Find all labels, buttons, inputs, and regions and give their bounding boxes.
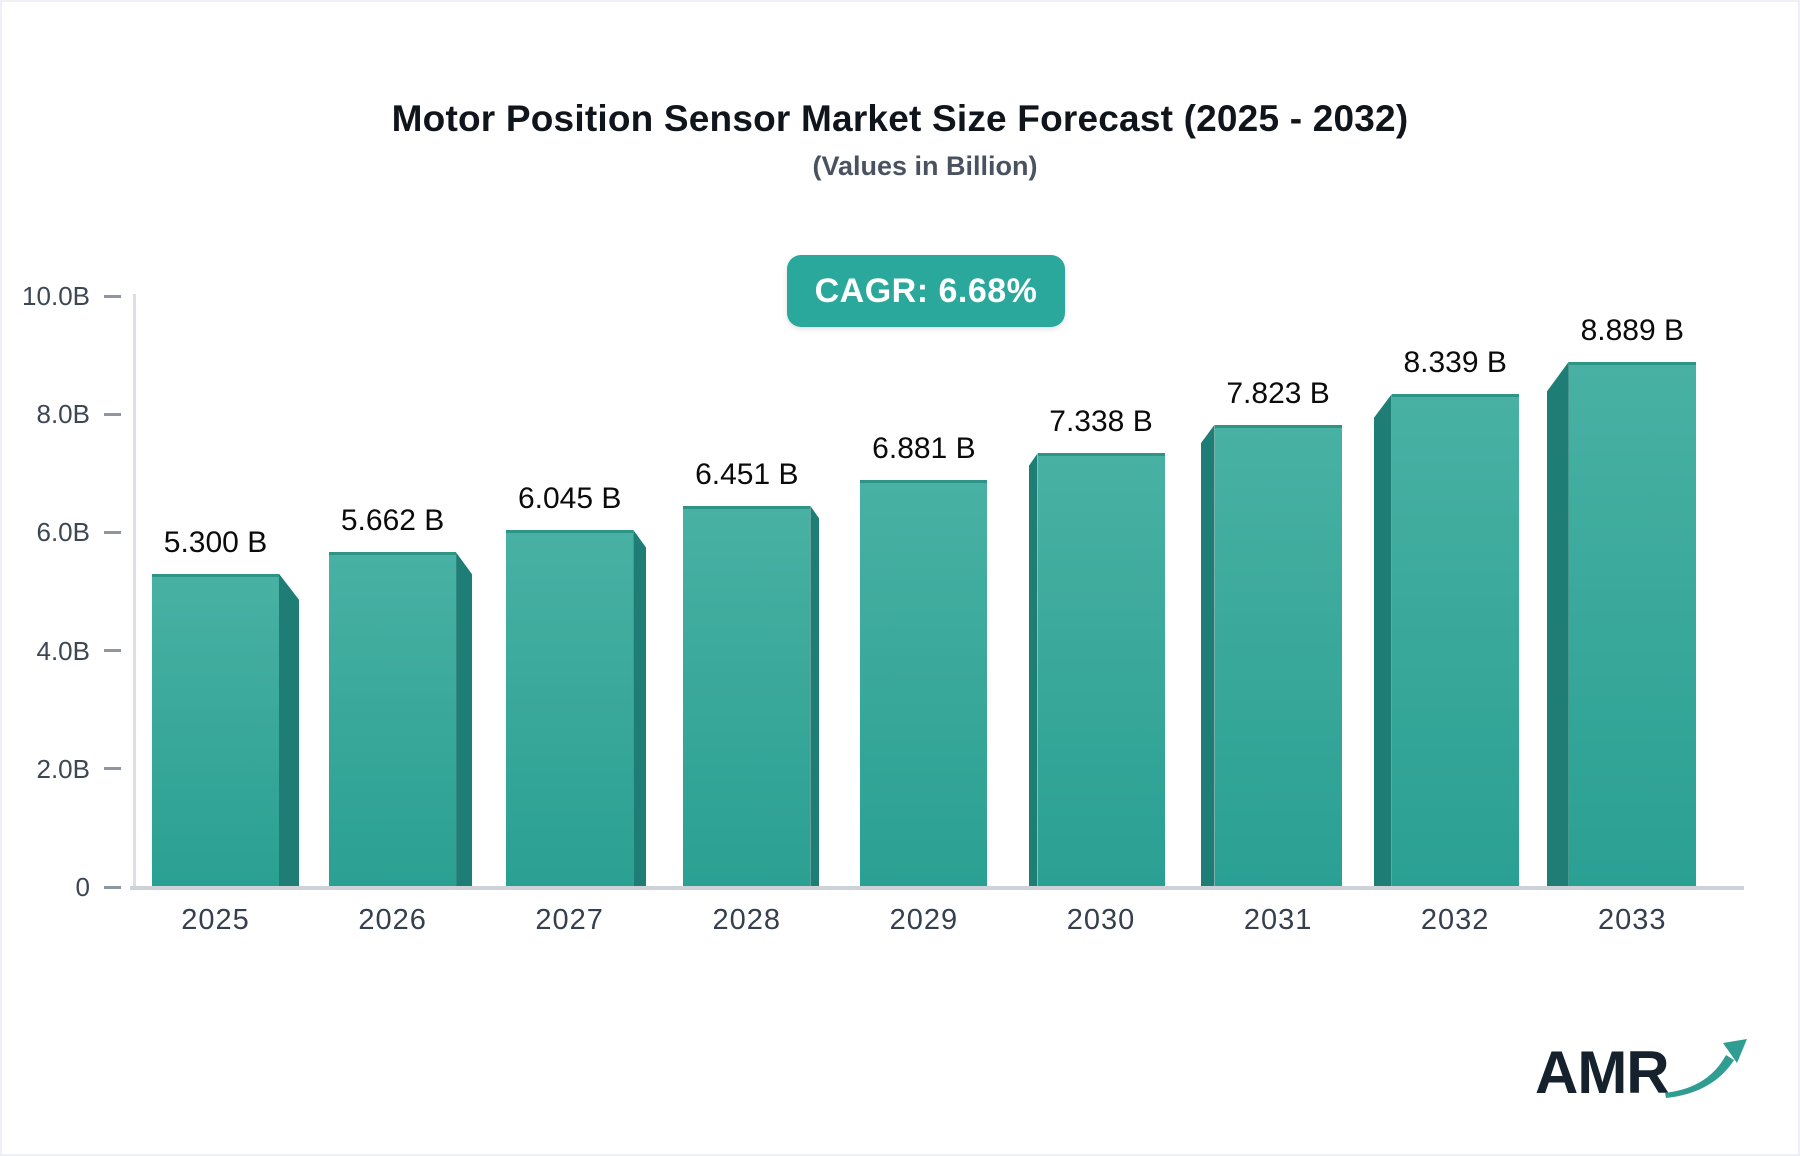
y-tick-label: 8.0B — [36, 399, 91, 430]
bar-2025 — [152, 573, 279, 887]
bar-side-face — [1200, 424, 1215, 887]
x-tick-label: 2030 — [1066, 904, 1136, 936]
y-tick-mark — [104, 412, 121, 416]
x-tick-label: 2033 — [1598, 904, 1667, 936]
x-tick-label: 2027 — [535, 904, 604, 936]
y-tick-mark — [104, 530, 121, 534]
x-tick-label: 2032 — [1420, 904, 1490, 936]
bar-2027 — [506, 529, 634, 887]
y-tick-label: 2.0B — [36, 753, 91, 784]
bar-side-face — [1546, 361, 1569, 887]
bar-2033 — [1568, 361, 1696, 887]
bar-value-label: 8.889 B — [1580, 313, 1684, 347]
bar-value-label: 6.045 B — [517, 481, 622, 515]
bar-2026 — [329, 552, 457, 887]
chart-title: Motor Position Sensor Market Size Foreca… — [391, 98, 1409, 139]
x-tick-label: 2026 — [358, 904, 427, 936]
amr-logo: AMR — [1535, 1033, 1755, 1113]
x-axis-baseline — [130, 886, 1744, 890]
y-tick-label: 10.0B — [22, 281, 90, 311]
bar-2028 — [683, 505, 811, 887]
trend-up-arrow-icon — [1663, 1031, 1749, 1104]
bar-side-face — [1028, 453, 1038, 887]
y-tick-mark — [104, 649, 121, 653]
y-tick-label: 4.0B — [36, 635, 91, 666]
bar-2032 — [1391, 394, 1519, 887]
bar-value-label: 5.662 B — [340, 504, 445, 538]
bar-value-label: 6.881 B — [872, 432, 976, 466]
y-tick-mark — [104, 294, 121, 298]
x-tick-label: 2025 — [181, 904, 250, 936]
bar-side-face — [810, 505, 820, 887]
x-tick-label: 2029 — [889, 904, 959, 936]
y-tick-mark — [104, 885, 121, 889]
bar-2030 — [1037, 453, 1165, 887]
x-tick-label: 2028 — [712, 904, 782, 936]
bar-2031 — [1214, 424, 1342, 887]
amr-logo-text: AMR — [1535, 1039, 1670, 1106]
y-tick-label: 0 — [75, 872, 90, 902]
bar-value-label: 7.823 B — [1226, 376, 1330, 410]
chart-subtitle: (Values in Billion) — [812, 151, 1038, 181]
y-tick-label: 6.0B — [36, 517, 91, 548]
bar-side-face — [1373, 394, 1392, 887]
bar-side-face — [456, 552, 473, 887]
cagr-badge: CAGR: 6.68% — [787, 255, 1065, 327]
x-tick-label: 2031 — [1243, 904, 1313, 936]
bar-value-label: 7.338 B — [1049, 405, 1153, 439]
bar-side-face — [633, 529, 647, 887]
bar-value-label: 6.451 B — [695, 457, 799, 491]
y-tick-mark — [104, 767, 121, 771]
bar-side-face — [279, 573, 299, 887]
y-axis-line — [133, 294, 136, 890]
bar-value-label: 5.300 B — [163, 525, 268, 559]
bar-value-label: 8.339 B — [1403, 346, 1507, 380]
bar-2029 — [860, 480, 988, 887]
